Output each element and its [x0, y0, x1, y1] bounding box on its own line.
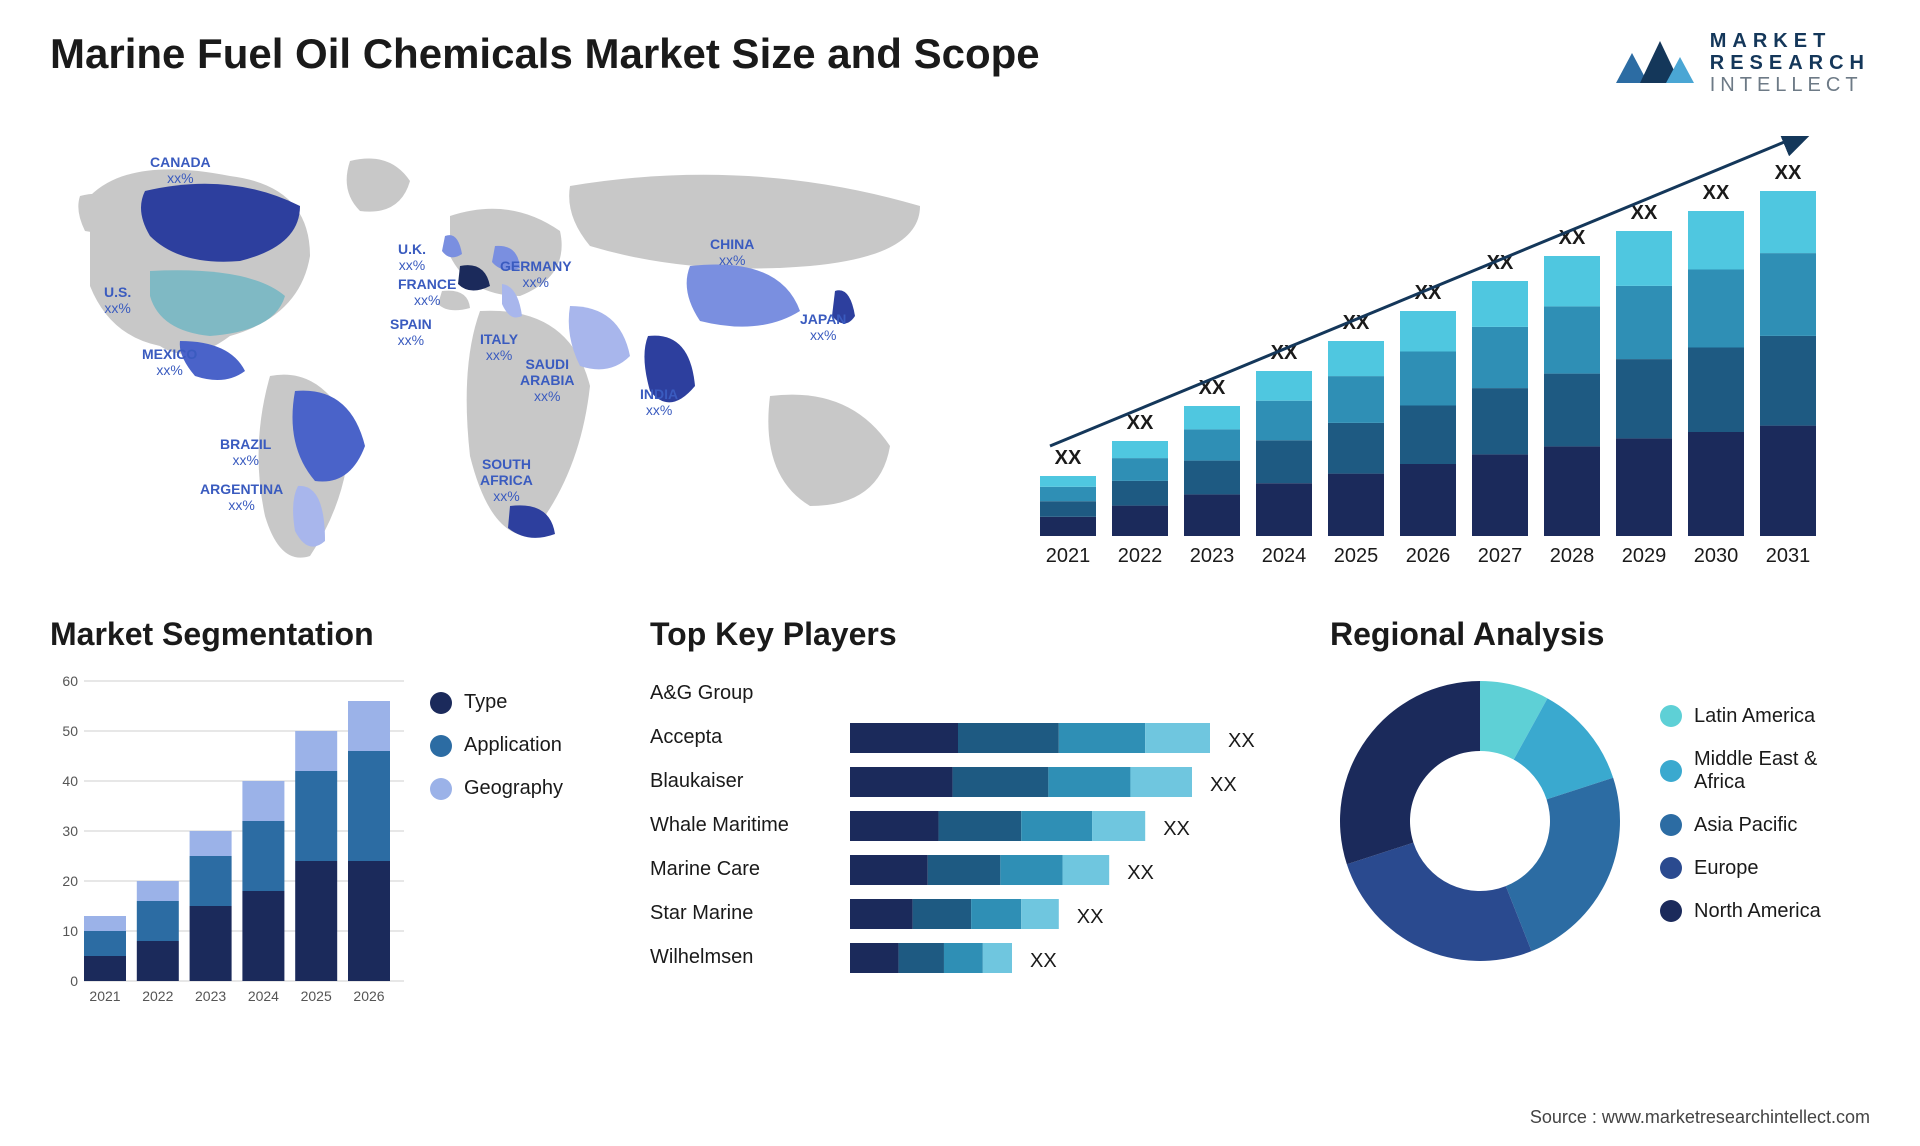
players-panel: Top Key Players A&G GroupAcceptaBlaukais…	[650, 616, 1290, 1036]
svg-text:10: 10	[62, 923, 78, 939]
player-name: Blaukaiser	[650, 759, 830, 803]
players-bars: XX XX XX XX XX XX	[850, 671, 1290, 996]
segmentation-panel: Market Segmentation 0 10 20 30 40 50 60 2021 202…	[50, 616, 610, 1036]
svg-text:2024: 2024	[1262, 545, 1307, 567]
regional-title: Regional Analysis	[1330, 616, 1870, 653]
svg-text:20: 20	[62, 873, 78, 889]
player-name: Whale Maritime	[650, 803, 830, 847]
legend-item: Asia Pacific	[1660, 814, 1870, 837]
map-label: BRAZILxx%	[220, 436, 271, 468]
svg-text:XX: XX	[1127, 412, 1154, 434]
map-label: SOUTHAFRICAxx%	[480, 456, 533, 504]
svg-text:XX: XX	[1163, 818, 1190, 840]
logo-text: MARKET RESEARCH INTELLECT	[1710, 30, 1870, 96]
players-svg: XX XX XX XX XX XX	[850, 671, 1290, 991]
bottom-row: Market Segmentation 0 10 20 30 40 50 60 2021 202…	[50, 616, 1870, 1036]
map-label: MEXICOxx%	[142, 346, 197, 378]
svg-text:2025: 2025	[1334, 545, 1379, 567]
regional-panel: Regional Analysis Latin America Middle Ea…	[1330, 616, 1870, 1036]
player-name: Accepta	[650, 715, 830, 759]
player-name: Wilhelmsen	[650, 935, 830, 979]
svg-text:XX: XX	[1228, 730, 1255, 752]
segmentation-title: Market Segmentation	[50, 616, 610, 653]
growth-chart-svg: XX2021XX2022XX2023XX2024XX2025XX2026XX20…	[1020, 136, 1850, 576]
svg-text:50: 50	[62, 723, 78, 739]
svg-text:XX: XX	[1077, 906, 1104, 928]
regional-legend: Latin America Middle East & Africa Asia Pa…	[1660, 705, 1870, 943]
svg-text:XX: XX	[1210, 774, 1237, 796]
svg-text:2031: 2031	[1766, 545, 1811, 567]
map-label: GERMANYxx%	[500, 258, 572, 290]
map-label: SPAINxx%	[390, 316, 432, 348]
map-label: ITALYxx%	[480, 331, 518, 363]
map-label: U.K.xx%	[398, 241, 426, 273]
donut-chart	[1330, 671, 1630, 976]
legend-item: Middle East & Africa	[1660, 748, 1870, 794]
map-label: INDIAxx%	[640, 386, 678, 418]
players-title: Top Key Players	[650, 616, 1290, 653]
svg-text:2029: 2029	[1622, 545, 1667, 567]
svg-text:XX: XX	[1030, 950, 1057, 972]
legend-item: Geography	[430, 777, 610, 800]
svg-text:2021: 2021	[1046, 545, 1091, 567]
svg-text:2021: 2021	[89, 988, 120, 1004]
svg-text:2030: 2030	[1694, 545, 1739, 567]
svg-text:2026: 2026	[353, 988, 384, 1004]
player-name: A&G Group	[650, 671, 830, 715]
map-label: JAPANxx%	[800, 311, 846, 343]
svg-text:XX: XX	[1055, 447, 1082, 469]
map-label: CANADAxx%	[150, 154, 211, 186]
map-label: ARGENTINAxx%	[200, 481, 283, 513]
growth-chart: XX2021XX2022XX2023XX2024XX2025XX2026XX20…	[1020, 136, 1870, 576]
logo-mark-icon	[1614, 33, 1698, 93]
segmentation-chart: 0 10 20 30 40 50 60 2021 2022 2023 2024 2025 2026	[50, 671, 410, 1036]
svg-text:30: 30	[62, 823, 78, 839]
legend-item: Europe	[1660, 857, 1870, 880]
svg-text:2025: 2025	[301, 988, 332, 1004]
svg-text:2028: 2028	[1550, 545, 1595, 567]
map-label: U.S.xx%	[104, 284, 131, 316]
player-name: Star Marine	[650, 891, 830, 935]
svg-text:2022: 2022	[142, 988, 173, 1004]
legend-item: Latin America	[1660, 705, 1870, 728]
donut-svg	[1330, 671, 1630, 971]
svg-text:2026: 2026	[1406, 545, 1451, 567]
player-name: Marine Care	[650, 847, 830, 891]
svg-text:XX: XX	[1775, 162, 1802, 184]
map-label: SAUDIARABIAxx%	[520, 356, 574, 404]
svg-text:XX: XX	[1703, 182, 1730, 204]
top-row: CANADAxx% U.S.xx% MEXICOxx% BRAZILxx% ARGENT…	[50, 136, 1870, 576]
svg-text:2022: 2022	[1118, 545, 1163, 567]
legend-item: Type	[430, 691, 610, 714]
header: Marine Fuel Oil Chemicals Market Size an…	[50, 30, 1870, 96]
svg-text:2023: 2023	[1190, 545, 1235, 567]
map-label: CHINAxx%	[710, 236, 754, 268]
map-label: FRANCExx%	[398, 276, 456, 308]
source-text: Source : www.marketresearchintellect.com	[1530, 1107, 1870, 1128]
svg-text:40: 40	[62, 773, 78, 789]
svg-text:XX: XX	[1127, 862, 1154, 884]
players-names: A&G GroupAcceptaBlaukaiserWhale Maritime…	[650, 671, 830, 996]
segmentation-legend: Type Application Geography	[430, 671, 610, 1036]
legend-item: North America	[1660, 900, 1870, 923]
svg-text:60: 60	[62, 673, 78, 689]
svg-text:0: 0	[70, 973, 78, 989]
segmentation-svg: 0 10 20 30 40 50 60 2021 2022 2023 2024 2025 2026	[50, 671, 410, 1011]
svg-text:2023: 2023	[195, 988, 226, 1004]
world-map: CANADAxx% U.S.xx% MEXICOxx% BRAZILxx% ARGENT…	[50, 136, 960, 576]
svg-text:2027: 2027	[1478, 545, 1523, 567]
logo: MARKET RESEARCH INTELLECT	[1614, 30, 1870, 96]
svg-text:2024: 2024	[248, 988, 279, 1004]
legend-item: Application	[430, 734, 610, 757]
page-title: Marine Fuel Oil Chemicals Market Size an…	[50, 30, 1040, 78]
